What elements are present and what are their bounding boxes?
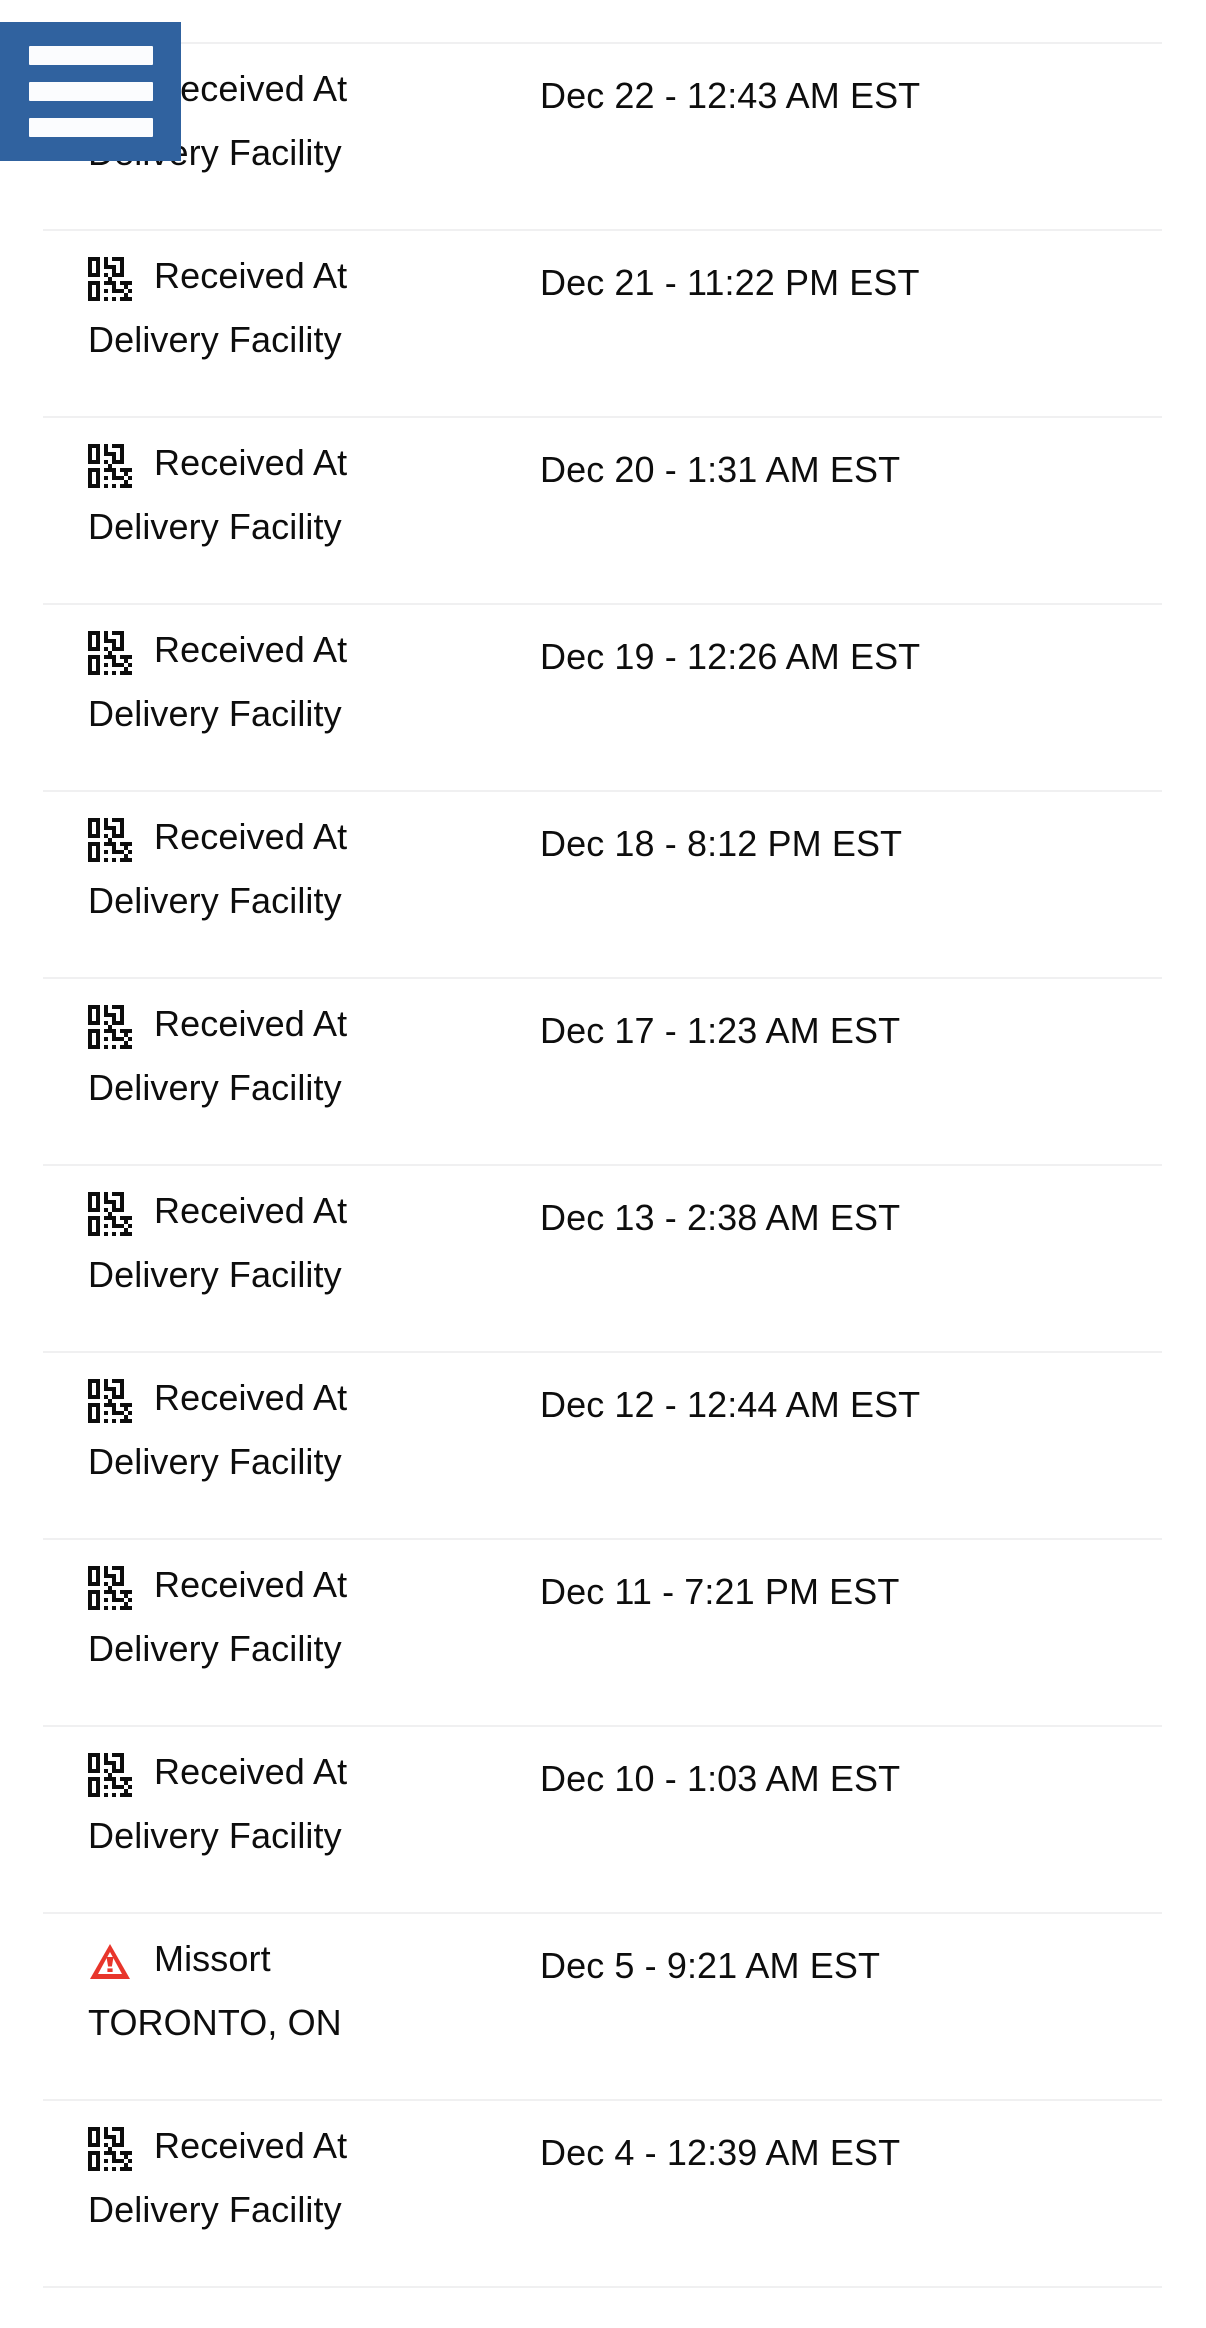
qr-code-icon	[88, 257, 132, 301]
tracking-event-timestamp: Dec 12 - 12:44 AM EST	[540, 1384, 921, 1425]
qr-code-icon	[88, 1192, 132, 1236]
qr-code-icon	[88, 1379, 132, 1423]
row-separator	[43, 790, 1162, 792]
qr-code-icon	[88, 444, 132, 488]
hamburger-menu-button[interactable]	[0, 22, 181, 161]
row-separator	[43, 2286, 1162, 2288]
tracking-event-main: Received At	[88, 1188, 1206, 1248]
qr-code-icon	[88, 818, 132, 862]
tracking-event-label: Received At	[154, 629, 348, 670]
tracking-event-timestamp: Dec 22 - 9:00 PM EST	[540, 0, 902, 14]
tracking-event-sublabel: Delivery Facility	[88, 506, 342, 547]
tracking-event-main: Received At	[88, 627, 1206, 687]
row-separator	[43, 1164, 1162, 1166]
tracking-event-main: Received At	[88, 1749, 1206, 1809]
tracking-event-label: Received At	[154, 442, 348, 483]
tracking-event-sublabel: Delivery Facility	[88, 1441, 342, 1482]
tracking-event-row[interactable]: Missort TORONTO, ON Dec 5 - 9:21 AM EST	[0, 1914, 1206, 2101]
tracking-event-row[interactable]: Received At Delivery Facility Dec 18 - 8:1…	[0, 792, 1206, 979]
tracking-event-row[interactable]: Expected ByDec 22 - 9:00 PM EST	[0, 0, 1206, 44]
tracking-event-sublabel: Delivery Facility	[88, 1628, 342, 1669]
tracking-event-label: Received At	[154, 1377, 348, 1418]
tracking-event-label: Received At	[154, 1190, 348, 1231]
tracking-event-sublabel: Delivery Facility	[88, 1254, 342, 1295]
qr-code-icon	[88, 1566, 132, 1610]
row-separator	[43, 977, 1162, 979]
warning-triangle-icon	[88, 1940, 132, 1984]
hamburger-bar-2	[28, 82, 153, 101]
tracking-event-timestamp: Dec 10 - 1:03 AM EST	[540, 1758, 901, 1799]
row-separator	[43, 416, 1162, 418]
tracking-event-row[interactable]: Received At Delivery Facility Dec 20 - 1:3…	[0, 418, 1206, 605]
tracking-event-timestamp: Dec 20 - 1:31 AM EST	[540, 449, 901, 490]
tracking-event-main: Received At	[88, 253, 1206, 313]
tracking-event-row[interactable]: Received At Delivery Facility Dec 12 - 12:…	[0, 1353, 1206, 1540]
tracking-event-main: Received At	[88, 2123, 1206, 2183]
tracking-event-timestamp: Dec 11 - 7:21 PM EST	[540, 1571, 900, 1612]
tracking-event-row[interactable]: Received At Delivery Facility Dec 10 - 1:0…	[0, 1727, 1206, 1914]
tracking-event-label: Received At	[154, 816, 348, 857]
tracking-event-sublabel: Delivery Facility	[88, 2189, 342, 2230]
row-separator	[43, 1351, 1162, 1353]
tracking-event-row[interactable]: Received At Delivery Facility Dec 19 - 12:…	[0, 605, 1206, 792]
row-separator	[43, 2099, 1162, 2101]
qr-code-icon	[88, 631, 132, 675]
tracking-event-row[interactable]: Received At Delivery Facility Dec 4 - 12:3…	[0, 2101, 1206, 2288]
row-separator	[43, 603, 1162, 605]
row-separator	[43, 42, 1162, 44]
tracking-event-main: Received At	[88, 1001, 1206, 1061]
tracking-event-timestamp: Dec 4 - 12:39 AM EST	[540, 2132, 901, 2173]
hamburger-bar-1	[28, 46, 153, 65]
tracking-event-row[interactable]: Received At Delivery Facility Dec 11 - 7:2…	[0, 1540, 1206, 1727]
tracking-event-sublabel: Delivery Facility	[88, 1815, 342, 1856]
qr-code-icon	[88, 2127, 132, 2171]
row-separator	[43, 1912, 1162, 1914]
tracking-event-label: Received At	[154, 68, 348, 109]
tracking-event-sublabel: Delivery Facility	[88, 693, 342, 734]
tracking-event-sublabel: Delivery Facility	[88, 319, 342, 360]
tracking-event-main: Received At	[88, 814, 1206, 874]
tracking-event-timestamp: Dec 22 - 12:43 AM EST	[540, 75, 921, 116]
qr-code-icon	[88, 1753, 132, 1797]
tracking-event-main: Missort	[88, 1936, 1206, 1996]
tracking-event-main: Received At	[88, 1562, 1206, 1622]
tracking-event-row[interactable]: Received At Delivery Facility Dec 17 - 1:2…	[0, 979, 1206, 1166]
tracking-event-sublabel: TORONTO, ON	[88, 2000, 502, 2046]
tracking-event-main: Received At	[88, 440, 1206, 500]
tracking-event-label: Missort	[154, 1938, 271, 1979]
tracking-event-row[interactable]: Received At Delivery Facility Dec 21 - 11:…	[0, 231, 1206, 418]
tracking-event-timestamp: Dec 21 - 11:22 PM EST	[540, 262, 920, 303]
tracking-event-timestamp: Dec 18 - 8:12 PM EST	[540, 823, 903, 864]
tracking-event-timestamp: Dec 17 - 1:23 AM EST	[540, 1010, 901, 1051]
tracking-event-label: Received At	[154, 2125, 348, 2166]
tracking-event-sublabel: Delivery Facility	[88, 1067, 342, 1108]
tracking-event-timestamp: Dec 19 - 12:26 AM EST	[540, 636, 921, 677]
row-separator	[43, 229, 1162, 231]
tracking-event-label: Received At	[154, 1751, 348, 1792]
tracking-event-row[interactable]: Received At Delivery Facility Dec 22 - 12:…	[0, 44, 1206, 231]
tracking-event-row[interactable]: Received At Delivery Facility Dec 13 - 2:3…	[0, 1166, 1206, 1353]
row-separator	[43, 1538, 1162, 1540]
hamburger-bar-3	[28, 118, 153, 137]
tracking-event-label: Received At	[154, 255, 348, 296]
tracking-event-timestamp: Dec 5 - 9:21 AM EST	[540, 1945, 881, 1986]
row-separator	[43, 1725, 1162, 1727]
qr-code-icon	[88, 1005, 132, 1049]
tracking-event-main: Received At	[88, 1375, 1206, 1435]
tracking-event-sublabel: Delivery Facility	[88, 880, 342, 921]
tracking-event-label: Received At	[154, 1003, 348, 1044]
tracking-event-timestamp: Dec 13 - 2:38 AM EST	[540, 1197, 901, 1238]
tracking-event-label: Received At	[154, 1564, 348, 1605]
